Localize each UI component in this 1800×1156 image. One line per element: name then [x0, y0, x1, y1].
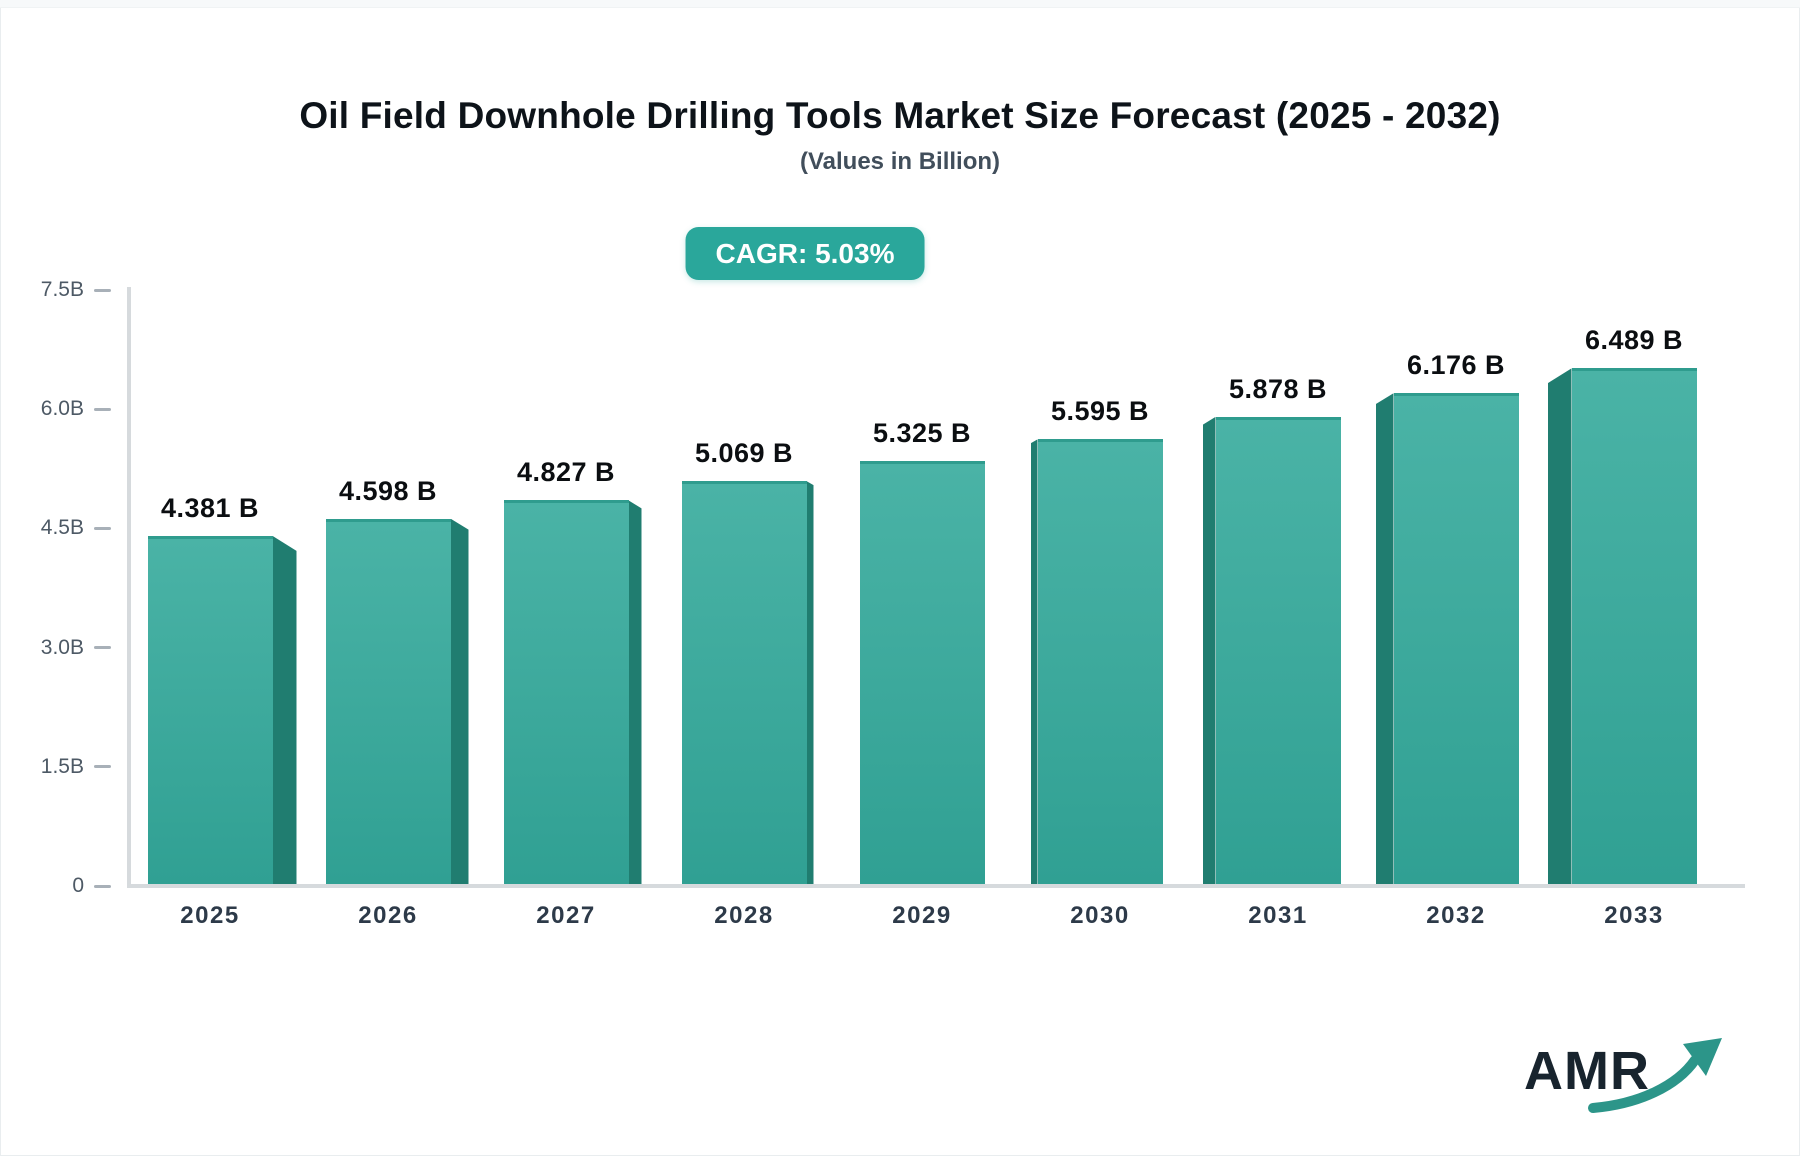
- y-axis-label: 7.5B: [40, 278, 84, 301]
- bar-2029[interactable]: [859, 460, 985, 884]
- bar-value-label-2025: 4.381 B: [160, 492, 260, 523]
- bar-value-label-2028: 5.069 B: [694, 438, 794, 469]
- bar-value-label-2029: 5.325 B: [872, 417, 972, 448]
- y-axis-tick: [94, 646, 111, 650]
- bar-2025-side: [272, 535, 297, 884]
- bar-value-label-2031: 5.878 B: [1228, 373, 1328, 404]
- y-axis-label: 3.0B: [40, 635, 84, 659]
- x-axis-line: [127, 884, 1745, 888]
- chart-subtitle: (Values in Billion): [799, 148, 1001, 175]
- y-axis-tick: [94, 765, 111, 769]
- x-axis-label-2033: 2033: [1604, 902, 1664, 929]
- x-axis-label-2029: 2029: [892, 902, 952, 929]
- bar-2033[interactable]: [1571, 368, 1697, 884]
- bar-2028-side: [806, 481, 814, 884]
- bar-2030-side: [1030, 439, 1038, 884]
- x-axis-label-2032: 2032: [1426, 902, 1486, 929]
- y-axis-tick: [94, 526, 111, 530]
- bar-2026[interactable]: [325, 518, 451, 884]
- bar-2031-side: [1202, 416, 1216, 884]
- y-axis-tick: [94, 884, 111, 888]
- x-axis-label-2027: 2027: [536, 902, 596, 929]
- x-axis-label-2030: 2030: [1070, 902, 1130, 929]
- bar-2031[interactable]: [1215, 416, 1341, 884]
- amr-logo-text: AMR: [1524, 1041, 1650, 1101]
- amr-logo: AMR: [1524, 1034, 1724, 1114]
- chart-title: Oil Field Downhole Drilling Tools Market…: [299, 95, 1501, 136]
- y-axis-tick: [94, 288, 111, 292]
- x-axis-label-2028: 2028: [714, 902, 774, 929]
- bar-2030[interactable]: [1037, 439, 1163, 884]
- bar-2033-side: [1547, 368, 1572, 884]
- x-axis-label-2026: 2026: [358, 902, 418, 929]
- x-axis-label-2025: 2025: [180, 902, 240, 929]
- y-axis-label: 0: [72, 874, 84, 897]
- y-axis-label: 1.5B: [40, 754, 84, 778]
- bar-2032[interactable]: [1393, 393, 1519, 884]
- amr-logo-arrow-icon: [1588, 1038, 1722, 1113]
- bar-2027[interactable]: [503, 500, 629, 884]
- bar-value-label-2032: 6.176 B: [1406, 350, 1506, 381]
- bar-value-label-2026: 4.598 B: [338, 475, 438, 506]
- cagr-badge: CAGR: 5.03%: [685, 227, 925, 280]
- bar-2028[interactable]: [681, 481, 807, 884]
- y-axis-tick: [94, 407, 111, 411]
- page-top-strip: [0, 0, 1800, 8]
- bar-2027-side: [628, 500, 642, 884]
- bar-2032-side: [1375, 393, 1394, 884]
- y-axis-label: 4.5B: [40, 516, 84, 540]
- bar-2026-side: [450, 518, 469, 884]
- y-axis-label: 6.0B: [40, 397, 84, 421]
- x-axis-label-2031: 2031: [1248, 902, 1308, 929]
- y-axis-line: [127, 287, 131, 886]
- bar-2025[interactable]: [147, 535, 273, 884]
- bar-value-label-2027: 4.827 B: [516, 457, 616, 488]
- bar-value-label-2030: 5.595 B: [1050, 396, 1150, 427]
- bar-value-label-2033: 6.489 B: [1584, 325, 1684, 356]
